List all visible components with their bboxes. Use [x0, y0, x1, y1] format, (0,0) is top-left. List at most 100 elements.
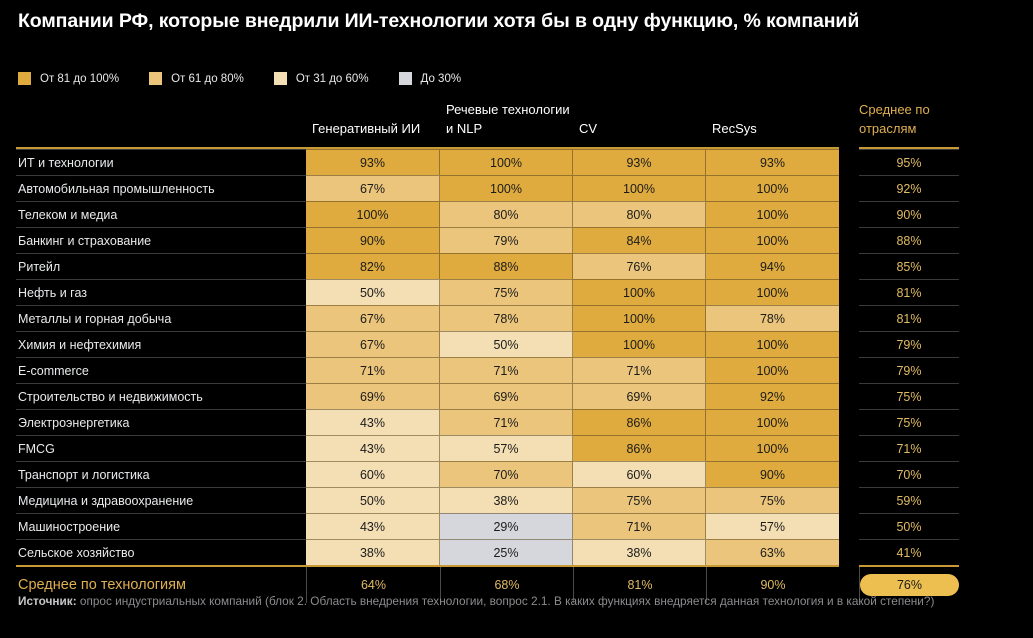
- column-header-1: Генеративный ИИ: [312, 121, 421, 136]
- summary-value: 68%: [440, 567, 573, 603]
- heatmap-cell: 100%: [706, 175, 839, 201]
- heatmap-cell: 100%: [706, 435, 839, 461]
- header-rule-average: [859, 147, 959, 149]
- page-title: Компании РФ, которые внедрили ИИ-техноло…: [18, 10, 860, 32]
- legend-label: От 81 до 100%: [40, 72, 120, 85]
- heatmap-cell: 69%: [573, 383, 706, 409]
- row-gap: [839, 487, 859, 513]
- row-average-cell: 71%: [859, 435, 959, 461]
- legend: От 81 до 100% От 61 до 80% От 31 до 60% До …: [18, 72, 491, 85]
- heatmap-cell: 69%: [440, 383, 573, 409]
- row-average-cell: 75%: [859, 409, 959, 435]
- row-label: ИТ и технологии: [16, 149, 306, 175]
- row-gap: [839, 175, 859, 201]
- summary-value: 81%: [573, 567, 706, 603]
- heatmap-cell: 93%: [573, 149, 706, 175]
- row-average-cell: 81%: [859, 305, 959, 331]
- heatmap-cell: 67%: [306, 305, 440, 331]
- row-label: Банкинг и страхование: [16, 227, 306, 253]
- heatmap-cell: 100%: [573, 175, 706, 201]
- header-spacer: [839, 138, 859, 147]
- row-average-cell: 75%: [859, 383, 959, 409]
- row-gap: [839, 331, 859, 357]
- heatmap-cell: 100%: [306, 201, 440, 227]
- heatmap-cell: 100%: [573, 305, 706, 331]
- heatmap-cell: 100%: [440, 175, 573, 201]
- heatmap-cell: 100%: [573, 331, 706, 357]
- heatmap-cell: 100%: [706, 331, 839, 357]
- heatmap-cell: 86%: [573, 435, 706, 461]
- summary-rule-average: [859, 565, 959, 567]
- row-average-cell: 88%: [859, 227, 959, 253]
- summary-rule: [16, 565, 1033, 567]
- heatmap-cell: 29%: [440, 513, 573, 539]
- row-average-cell: 79%: [859, 331, 959, 357]
- heatmap-cell: 100%: [706, 279, 839, 305]
- row-label: E-commerce: [16, 357, 306, 383]
- column-header-4: RecSys: [712, 121, 757, 136]
- row-label: Электроэнергетика: [16, 409, 306, 435]
- heatmap-cell: 63%: [706, 539, 839, 565]
- heatmap-cell: 82%: [306, 253, 440, 279]
- heatmap-cell: 43%: [306, 409, 440, 435]
- source-prefix: Источник:: [18, 594, 77, 608]
- heatmap-cell: 71%: [306, 357, 440, 383]
- row-label: Автомобильная промышленность: [16, 175, 306, 201]
- summary-row: Среднее по технологиям 64% 68% 81% 90% 76%: [16, 567, 1033, 603]
- table-body: ИТ и технологии 93% 100% 93% 93% 95% Автомобил…: [16, 149, 1033, 565]
- heatmap-cell: 84%: [573, 227, 706, 253]
- legend-swatch-icon: [273, 72, 287, 85]
- row-gap: [839, 279, 859, 305]
- heatmap-cell: 60%: [306, 461, 440, 487]
- heatmap-cell: 69%: [306, 383, 440, 409]
- row-average-cell: 95%: [859, 149, 959, 175]
- heatmap-cell: 25%: [440, 539, 573, 565]
- heatmap-cell: 78%: [440, 305, 573, 331]
- legend-label: От 61 до 80%: [171, 72, 244, 85]
- column-header-3: CV: [579, 121, 598, 136]
- row-gap: [839, 409, 859, 435]
- legend-item: До 30%: [398, 72, 461, 85]
- heatmap-cell: 71%: [440, 357, 573, 383]
- heatmap-cell: 86%: [573, 409, 706, 435]
- column-header-rows: [16, 138, 306, 147]
- heatmap-cell: 38%: [306, 539, 440, 565]
- column-header-average: Среднее по отраслям: [859, 102, 930, 136]
- row-gap: [839, 435, 859, 461]
- heatmap-cell: 100%: [706, 201, 839, 227]
- heatmap-cell: 100%: [706, 409, 839, 435]
- heatmap-cell: 92%: [706, 383, 839, 409]
- row-average-cell: 59%: [859, 487, 959, 513]
- row-average-cell: 79%: [859, 357, 959, 383]
- row-average-cell: 92%: [859, 175, 959, 201]
- row-gap: [839, 513, 859, 539]
- table-header-row: Генеративный ИИ Речевые технологии и NLP C…: [16, 100, 1033, 147]
- legend-item: От 61 до 80%: [149, 72, 244, 85]
- heatmap-cell: 93%: [706, 149, 839, 175]
- summary-label: Среднее по технологиям: [18, 577, 186, 593]
- row-average-cell: 81%: [859, 279, 959, 305]
- heatmap-cell: 43%: [306, 435, 440, 461]
- heatmap-cell: 100%: [706, 357, 839, 383]
- heatmap-cell: 57%: [706, 513, 839, 539]
- heatmap-cell: 93%: [306, 149, 440, 175]
- heatmap-cell: 67%: [306, 175, 440, 201]
- row-gap: [839, 227, 859, 253]
- row-average-cell: 41%: [859, 539, 959, 565]
- heatmap-cell: 50%: [306, 487, 440, 513]
- heatmap-cell: 71%: [440, 409, 573, 435]
- legend-swatch-icon: [149, 72, 163, 85]
- legend-label: От 31 до 60%: [295, 72, 369, 85]
- heatmap-cell: 43%: [306, 513, 440, 539]
- heatmap-cell: 75%: [573, 487, 706, 513]
- heatmap-cell: 94%: [706, 253, 839, 279]
- row-gap: [839, 201, 859, 227]
- row-label: FMCG: [16, 435, 306, 461]
- heatmap-cell: 88%: [440, 253, 573, 279]
- row-label: Сельское хозяйство: [16, 539, 306, 565]
- heatmap-cell: 78%: [706, 305, 839, 331]
- row-gap: [839, 461, 859, 487]
- row-label: Металлы и горная добыча: [16, 305, 306, 331]
- heatmap-cell: 71%: [573, 357, 706, 383]
